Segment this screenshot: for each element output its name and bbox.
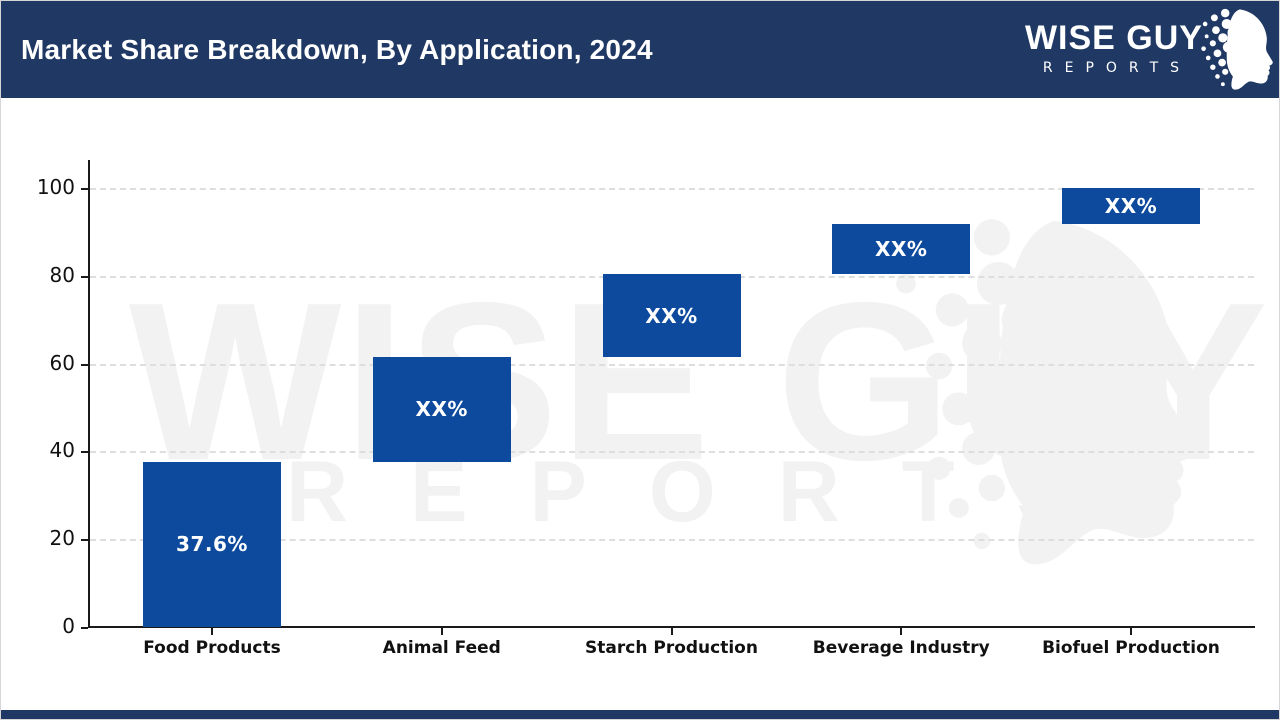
x-category-label: Starch Production — [585, 638, 758, 658]
bar-value-label: XX% — [1104, 194, 1158, 219]
y-tick-40 — [81, 451, 88, 454]
x-tick-3 — [900, 628, 903, 635]
y-tick-label: 80 — [49, 262, 75, 287]
gridline-100 — [90, 188, 1254, 190]
x-axis-spine — [88, 626, 1255, 628]
gridline-60 — [90, 363, 1254, 366]
y-tick-0 — [81, 627, 88, 629]
gridline-20 — [90, 539, 1254, 542]
gridline-40 — [90, 451, 1254, 454]
bar-value-label: XX% — [415, 397, 468, 422]
bar-starch-production: XX% — [602, 274, 741, 357]
bar-biofuel-production: XX% — [1062, 188, 1200, 225]
x-tick-4 — [1130, 628, 1132, 635]
y-tick-label: 100 — [36, 175, 75, 199]
waterfall-chart: 0 20 40 60 80 100 37.6% Food Products XX% Animal … — [1, 98, 1279, 712]
y-axis-spine — [88, 160, 90, 628]
wiseguy-logo: WISE GUY REPORTS — [1025, 5, 1273, 95]
y-tick-label: 40 — [49, 438, 75, 463]
y-tick-20 — [81, 539, 88, 542]
bar-value-label: XX% — [875, 237, 928, 262]
y-tick-60 — [81, 363, 88, 366]
y-tick-80 — [81, 275, 88, 278]
logo-subtitle: REPORTS — [1042, 60, 1192, 76]
bar-beverage-industry: XX% — [832, 224, 971, 275]
y-tick-label: 20 — [49, 526, 75, 551]
x-category-label: Biofuel Production — [1042, 638, 1220, 658]
wiseguy-logo-face-icon — [1201, 8, 1273, 90]
bar-value-label: 37.6% — [176, 532, 248, 557]
logo-wordmark: WISE GUY — [1024, 19, 1203, 57]
y-tick-label: 0 — [62, 614, 75, 638]
x-tick-2 — [670, 628, 673, 635]
x-category-label: Beverage Industry — [812, 638, 990, 658]
y-tick-label: 60 — [49, 350, 75, 375]
bar-animal-feed: XX% — [372, 357, 511, 462]
wiseguy-logo-text: WISE GUY REPORTS — [1025, 19, 1203, 76]
y-tick-100 — [81, 188, 88, 190]
x-tick-0 — [211, 628, 213, 635]
header: Market Share Breakdown, By Application, … — [1, 1, 1279, 98]
page-title: Market Share Breakdown, By Application, … — [21, 33, 653, 65]
bar-food-products: 37.6% — [143, 461, 281, 627]
x-tick-1 — [440, 628, 443, 635]
footer-bar — [1, 710, 1279, 719]
bar-value-label: XX% — [645, 303, 698, 328]
x-category-label: Animal Feed — [382, 638, 501, 658]
x-category-label: Food Products — [143, 638, 281, 658]
